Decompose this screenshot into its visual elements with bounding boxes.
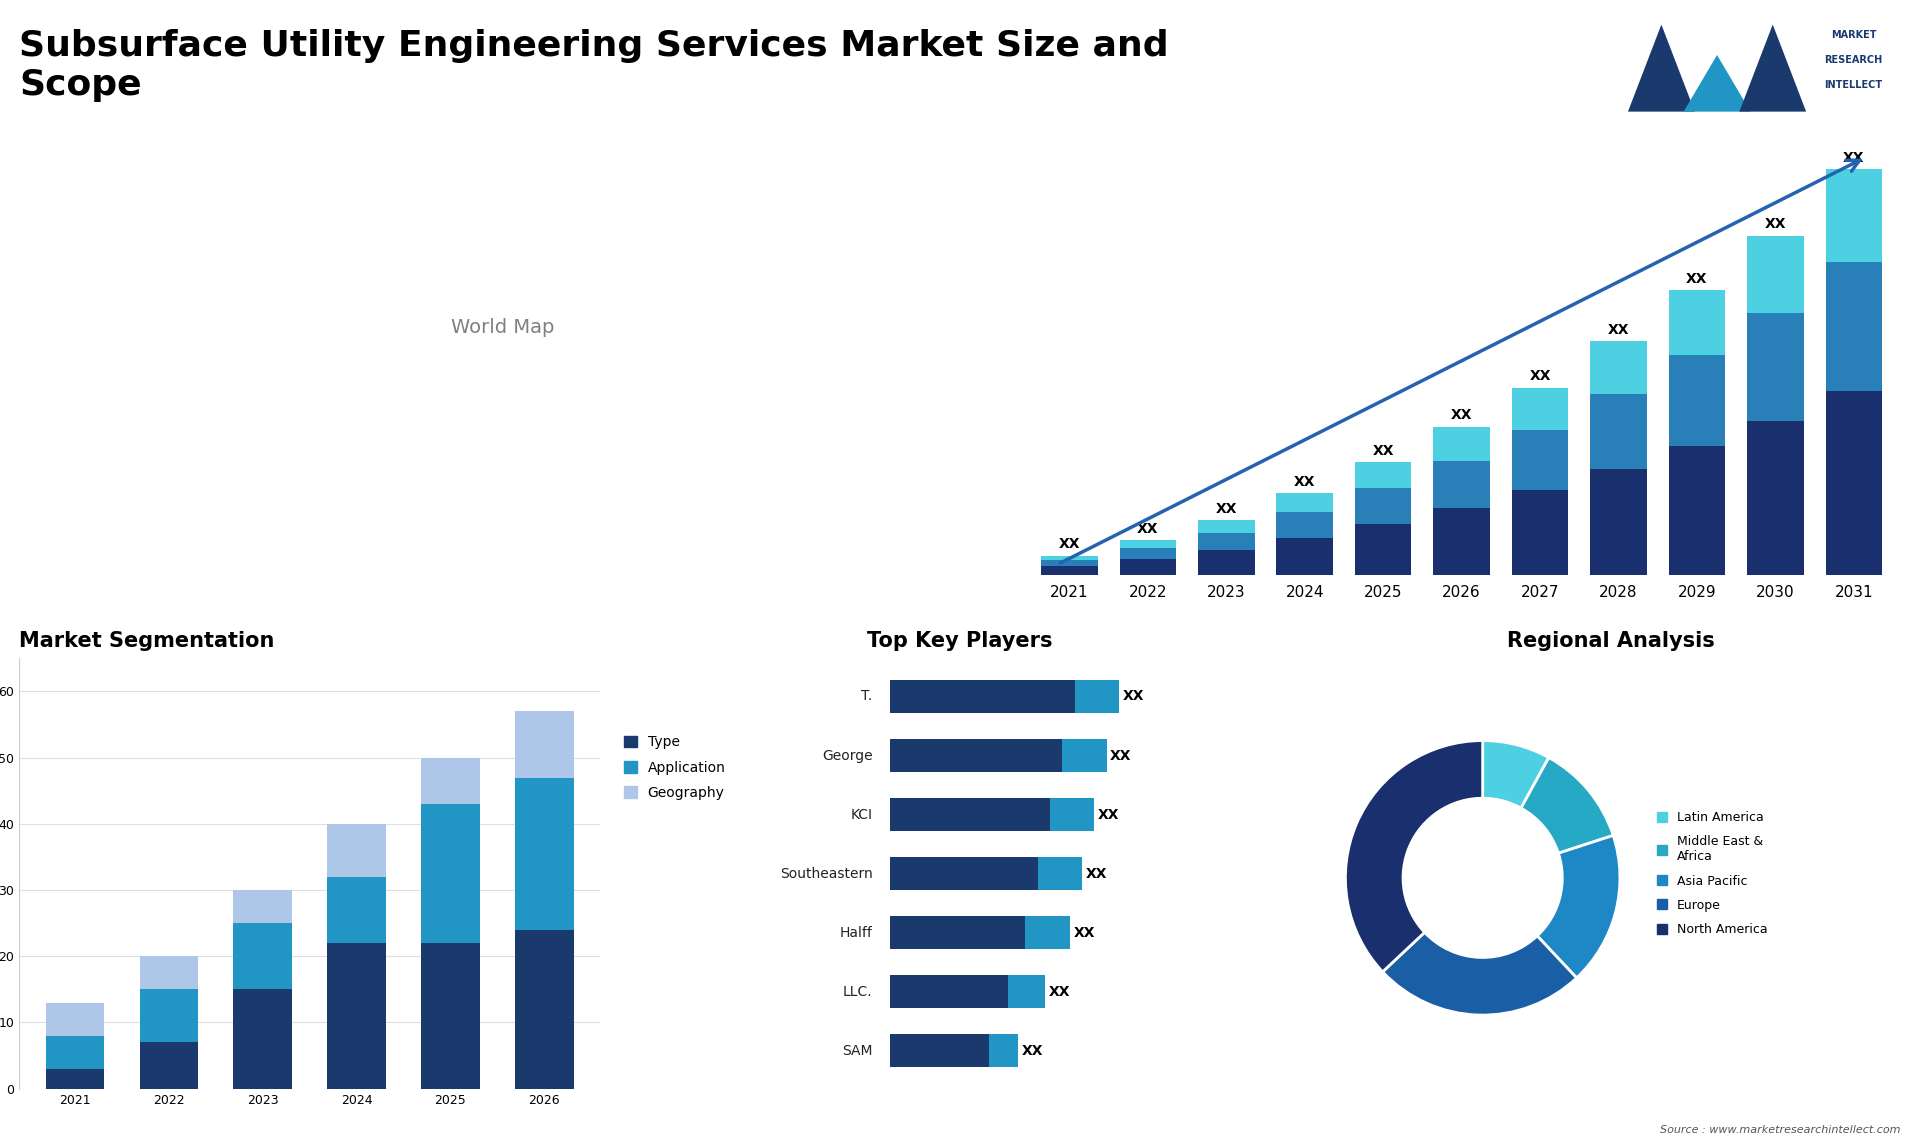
Bar (328, 824, 386, 877)
Bar (1590, 342, 1647, 394)
Bar (1198, 520, 1254, 533)
Bar (46, 1003, 104, 1036)
Bar (1434, 427, 1490, 461)
Text: XX: XX (1215, 502, 1236, 516)
Text: XX: XX (1294, 474, 1315, 488)
Bar (1277, 512, 1332, 537)
Bar (140, 956, 198, 989)
Bar (328, 943, 386, 1089)
Bar (234, 989, 292, 1089)
Bar (420, 943, 480, 1089)
Text: INTELLECT: INTELLECT (1824, 80, 1882, 91)
Text: World Map: World Map (451, 319, 555, 337)
Bar (46, 1069, 104, 1089)
Text: Market Segmentation: Market Segmentation (19, 631, 275, 651)
Bar (1747, 236, 1803, 313)
Text: XX: XX (1373, 444, 1394, 457)
Bar (1826, 170, 1882, 261)
Bar (1356, 488, 1411, 524)
Bar (1511, 387, 1569, 431)
Bar (515, 929, 574, 1089)
Text: XX: XX (1058, 537, 1081, 551)
Bar (1668, 355, 1724, 446)
Legend: Type, Application, Geography: Type, Application, Geography (618, 730, 732, 806)
Bar (1041, 556, 1098, 560)
Text: XX: XX (1843, 151, 1864, 165)
Bar (1826, 391, 1882, 575)
Bar (1198, 550, 1254, 575)
Bar (1434, 508, 1490, 575)
Bar (420, 804, 480, 943)
Bar (1119, 559, 1177, 575)
Bar (1277, 537, 1332, 575)
Text: XX: XX (1137, 521, 1158, 535)
Legend: Latin America, Middle East &
Africa, Asia Pacific, Europe, North America: Latin America, Middle East & Africa, Asi… (1651, 806, 1772, 941)
Text: MARKET: MARKET (1832, 31, 1876, 40)
Bar (1434, 461, 1490, 508)
Bar (46, 1036, 104, 1069)
Bar (1826, 261, 1882, 391)
Bar (140, 989, 198, 1043)
Bar (1119, 540, 1177, 548)
Bar (515, 777, 574, 929)
Bar (234, 890, 292, 924)
Bar (1119, 548, 1177, 559)
Text: Subsurface Utility Engineering Services Market Size and
Scope: Subsurface Utility Engineering Services … (19, 29, 1169, 102)
Polygon shape (1740, 24, 1807, 111)
Text: RESEARCH: RESEARCH (1824, 55, 1884, 65)
Bar (234, 924, 292, 989)
Text: XX: XX (1452, 408, 1473, 423)
Bar (515, 712, 574, 777)
Text: XX: XX (1607, 323, 1630, 337)
Bar (1041, 560, 1098, 566)
Title: Top Key Players: Top Key Players (868, 631, 1052, 651)
Bar (1747, 421, 1803, 575)
Bar (1668, 446, 1724, 575)
Bar (1590, 469, 1647, 575)
Bar (1590, 394, 1647, 469)
Text: XX: XX (1764, 218, 1786, 231)
Bar (328, 877, 386, 943)
Bar (1356, 462, 1411, 488)
Bar (140, 1043, 198, 1089)
Text: XX: XX (1528, 369, 1551, 384)
Polygon shape (1684, 55, 1751, 111)
Text: Source : www.marketresearchintellect.com: Source : www.marketresearchintellect.com (1661, 1124, 1901, 1135)
Polygon shape (1628, 24, 1695, 111)
Bar (1198, 533, 1254, 550)
Bar (1356, 524, 1411, 575)
Text: XX: XX (1686, 272, 1707, 286)
Bar (1511, 431, 1569, 490)
Title: Regional Analysis: Regional Analysis (1507, 631, 1715, 651)
Bar (420, 758, 480, 804)
Bar (1668, 290, 1724, 355)
Bar (1511, 490, 1569, 575)
Bar (1747, 313, 1803, 421)
Bar (1277, 493, 1332, 512)
Bar (1041, 566, 1098, 575)
